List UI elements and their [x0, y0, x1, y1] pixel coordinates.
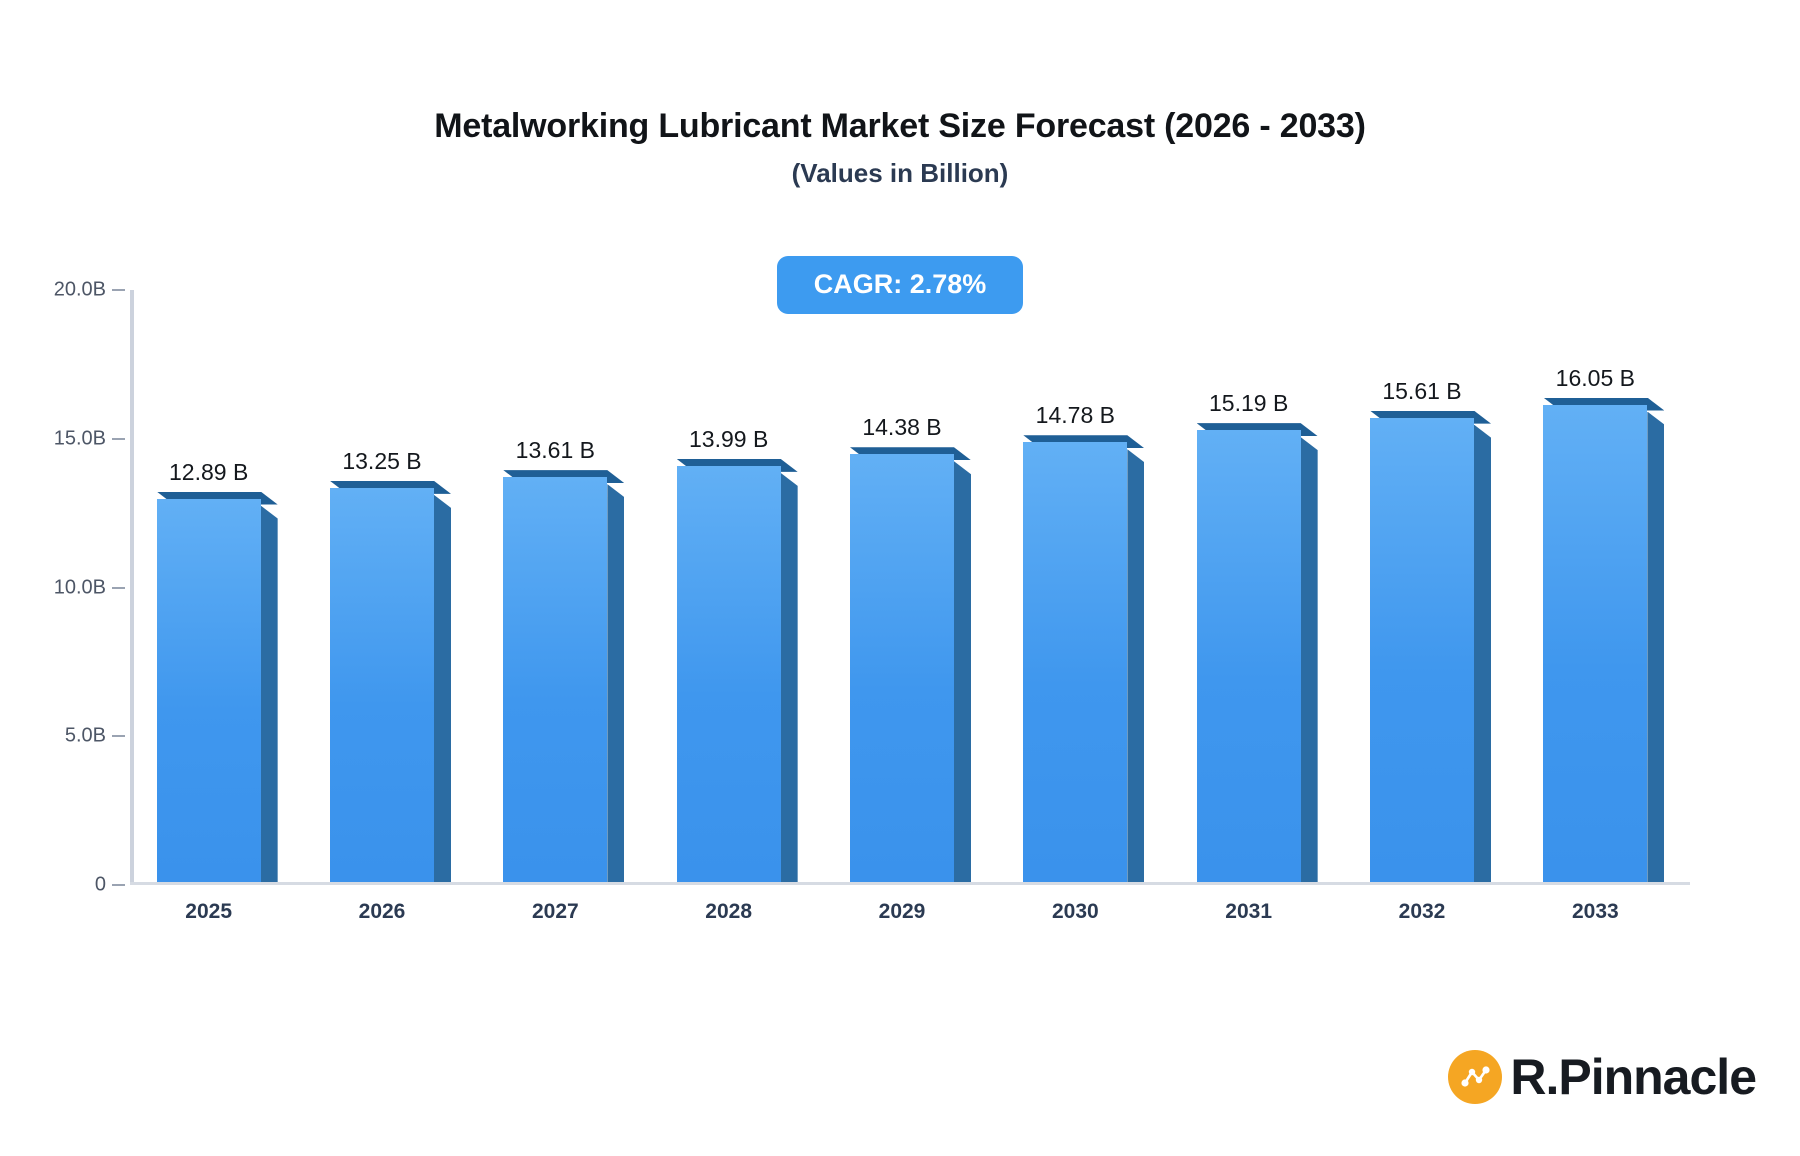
bar-front-face — [503, 477, 608, 882]
bar-value-label: 13.99 B — [689, 425, 769, 452]
bar-front-face — [156, 498, 261, 882]
bar-front-face — [676, 465, 781, 882]
bar-value-label: 12.89 B — [169, 458, 249, 485]
y-axis-tick-mark — [112, 437, 125, 440]
y-axis-tick-mark — [112, 735, 125, 738]
bar-value-label: 15.61 B — [1382, 377, 1462, 404]
bar-series: 12.89 B 13.25 B 13.61 B 13.99 B 14.38 B 14.78… — [134, 290, 1690, 882]
bar-front-face — [1370, 417, 1474, 882]
bar-2030[interactable]: 14.78 B — [1023, 402, 1145, 882]
x-axis-label-2029: 2029 — [878, 900, 926, 923]
bar-2032[interactable]: 15.61 B — [1370, 378, 1491, 882]
y-axis-line — [130, 290, 134, 885]
bar-value-label: 14.78 B — [1035, 402, 1115, 429]
y-axis-tick-label: 10.0B — [53, 576, 106, 598]
bar-2029[interactable]: 14.38 B — [850, 414, 971, 882]
cagr-badge-wrapper: CAGR: 2.78% — [0, 256, 1800, 314]
bar-2033[interactable]: 16.05 B — [1543, 365, 1665, 882]
bar-side-face — [954, 461, 971, 882]
x-axis-label-2030: 2030 — [1051, 900, 1099, 923]
cagr-badge: CAGR: 2.78% — [776, 256, 1024, 314]
plot-area: 20.0B 15.0B 10.0B 5.0B 0 12.89 B 13.25 B 13.61… — [54, 279, 1690, 896]
x-axis-line — [130, 882, 1690, 885]
y-axis-tick-mark — [112, 884, 125, 886]
x-axis-labels: 2025 2026 2027 2028 2029 2030 2031 2032 2033 — [130, 900, 1690, 934]
bar-side-face — [1300, 437, 1318, 882]
y-axis-tick-mark — [112, 586, 125, 589]
bar-2025[interactable]: 12.89 B — [156, 459, 278, 882]
chart-subtitle: (Values in Billion) — [791, 158, 1009, 189]
bar-side-face — [434, 494, 451, 882]
y-axis-tick-label: 5.0B — [64, 724, 106, 747]
bar-2028[interactable]: 13.99 B — [676, 426, 798, 882]
bar-side-face — [1647, 411, 1665, 882]
bar-side-face — [607, 484, 625, 882]
logo-text: R.Pinnacle — [1510, 1049, 1757, 1105]
y-axis-tick-label: 20.0B — [53, 278, 106, 301]
bar-front-face — [1196, 430, 1301, 882]
bar-2027[interactable]: 13.61 B — [503, 437, 625, 882]
bar-2031[interactable]: 15.19 B — [1196, 390, 1318, 882]
brand-logo: R.Pinnacle — [1448, 1049, 1757, 1105]
bar-value-label: 14.38 B — [862, 414, 942, 441]
bar-value-label: 15.19 B — [1209, 390, 1289, 417]
bar-side-face — [1127, 449, 1145, 882]
bar-value-label: 13.61 B — [515, 437, 595, 464]
x-axis-label-2028: 2028 — [705, 900, 753, 923]
bar-side-face — [1474, 424, 1491, 882]
bar-side-face — [260, 505, 278, 882]
x-axis-label-2032: 2032 — [1398, 900, 1446, 923]
x-axis-label-2031: 2031 — [1225, 900, 1273, 923]
network-nodes-icon — [1448, 1050, 1503, 1104]
bar-front-face — [330, 487, 434, 882]
bar-front-face — [1543, 404, 1648, 882]
y-axis-tick-label: 15.0B — [53, 427, 106, 450]
x-axis-label-2025: 2025 — [185, 900, 233, 923]
chart-title: Metalworking Lubricant Market Size Forec… — [434, 107, 1366, 145]
bar-value-label: 13.25 B — [342, 447, 422, 474]
y-axis-tick-mark — [112, 289, 125, 291]
bar-front-face — [850, 454, 954, 882]
title-block: Metalworking Lubricant Market Size Forec… — [0, 107, 1800, 189]
y-axis-tick-label: 0 — [94, 873, 106, 896]
bar-value-label: 16.05 B — [1555, 364, 1635, 391]
x-axis-label-2026: 2026 — [358, 900, 406, 923]
x-axis-label-2027: 2027 — [531, 900, 579, 923]
bar-front-face — [1023, 442, 1128, 882]
bar-side-face — [780, 472, 798, 882]
x-axis-label-2033: 2033 — [1571, 900, 1619, 923]
bar-2026[interactable]: 13.25 B — [330, 448, 451, 882]
